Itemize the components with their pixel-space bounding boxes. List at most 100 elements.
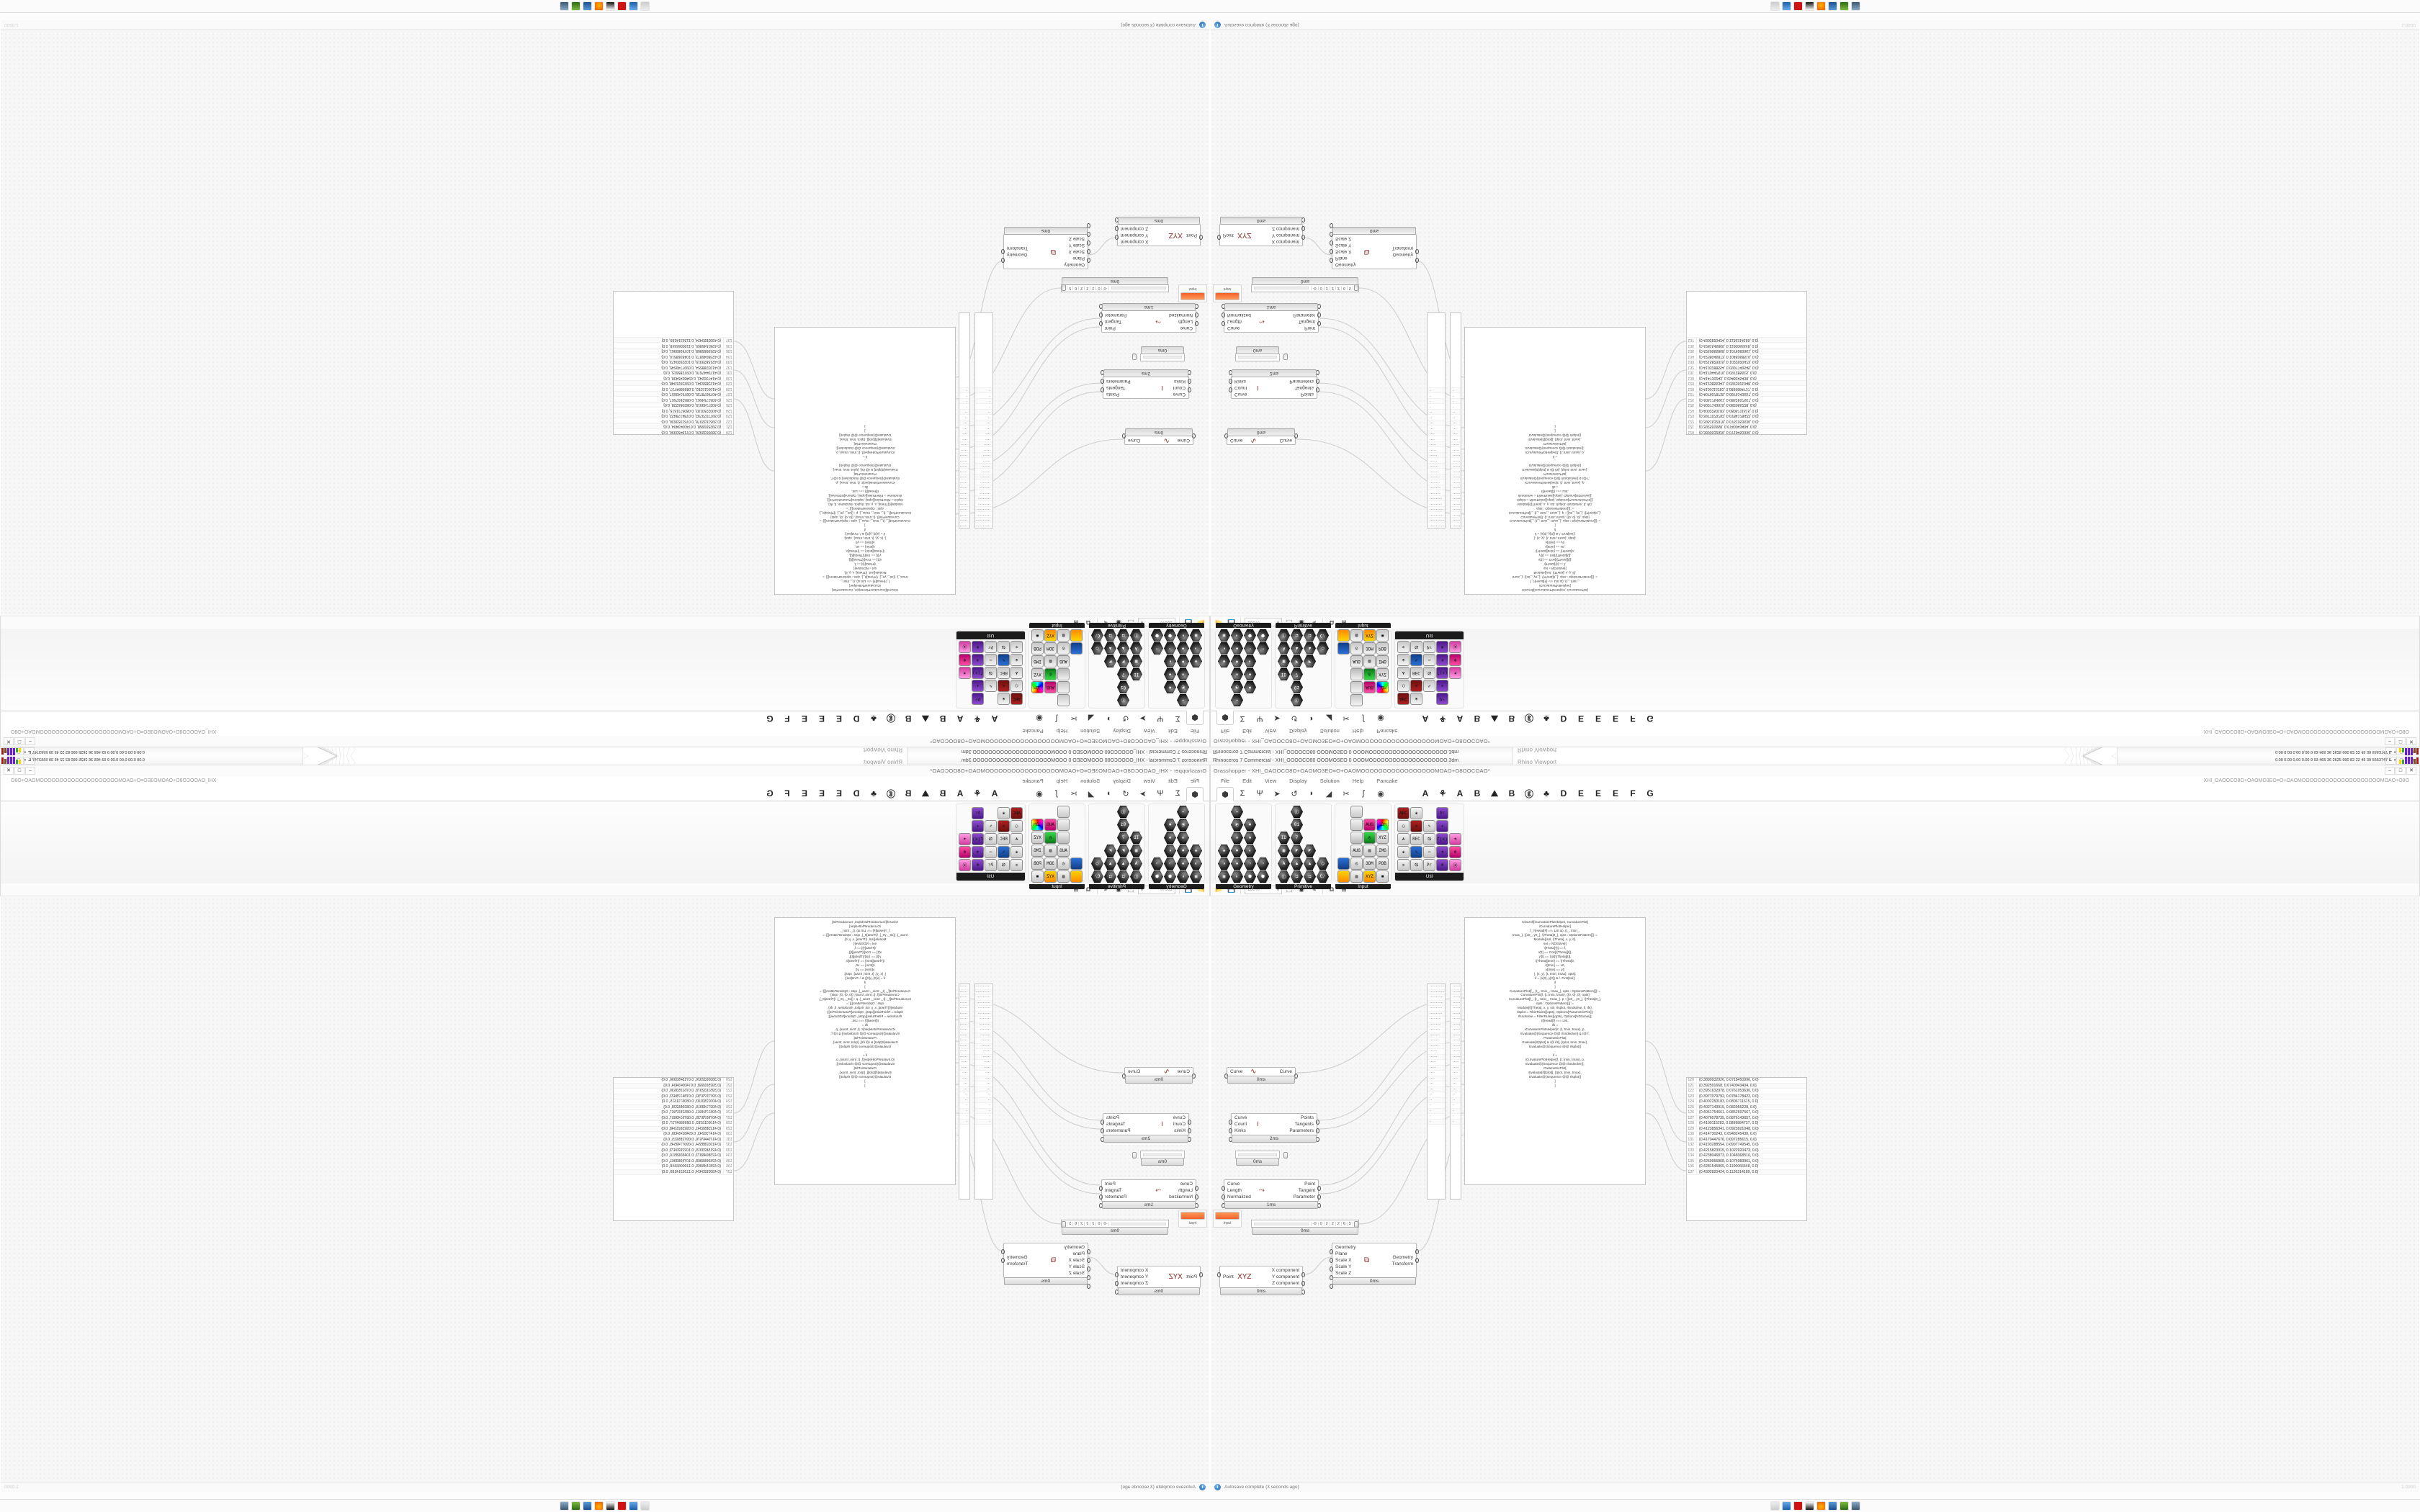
window-icon[interactable]: [1781, 1501, 1791, 1511]
gh-tab-addon-d[interactable]: D: [1560, 714, 1567, 724]
output-param[interactable]: Parameters: [1289, 1128, 1314, 1133]
grasshopper-canvas[interactable]: Curve Count Kinks ≀ Points Tangents Parameters…: [1, 30, 1209, 615]
gh-menu-help[interactable]: Help: [1352, 728, 1364, 734]
component-icon-geometry-2-0[interactable]: ✖: [1164, 681, 1176, 693]
component-icon-input-3-0[interactable]: 3DM: [1031, 819, 1044, 831]
output-param[interactable]: Tangents: [1294, 385, 1314, 390]
component-icon-util-2-1[interactable]: ⦰: [985, 833, 997, 845]
input-param[interactable]: Kinks: [1174, 1128, 1186, 1133]
component-icon-geometry-2-3[interactable]: ◔: [1164, 858, 1176, 870]
component-icon-input-1-1[interactable]: [1350, 681, 1363, 693]
component-icon-util-3-0[interactable]: Pr: [972, 807, 984, 819]
component-icon-geometry-1-1[interactable]: ◩: [1177, 819, 1189, 831]
port-in-0[interactable]: [1199, 235, 1203, 240]
component-icon-input-1-1[interactable]: [1057, 819, 1070, 831]
gh-tab-addon-e3[interactable]: E: [802, 788, 808, 798]
output-param[interactable]: Points: [1106, 1115, 1120, 1120]
output-param[interactable]: Points: [1300, 392, 1314, 397]
gh-tab-addon-kangaroo[interactable]: ⚘: [973, 788, 982, 798]
gh-tab-addon-c2[interactable]: ♣: [871, 714, 877, 724]
component-icon-primitive-2-0[interactable]: ◤: [1304, 845, 1316, 857]
output-param[interactable]: Y component: [1271, 1274, 1299, 1279]
output-param[interactable]: Point: [1304, 1182, 1315, 1187]
component-icon-primitive-1-4[interactable]: ▲: [1117, 642, 1129, 654]
port-in-4[interactable]: [1087, 1284, 1090, 1289]
port-out-1[interactable]: [1317, 1194, 1321, 1200]
component-icon-util-2-0[interactable]: ✎: [985, 820, 997, 832]
gh-tab-curve[interactable]: ↺: [1122, 789, 1129, 798]
component-icon-util-4-1[interactable]: ❄: [959, 654, 971, 666]
port-out-0[interactable]: [1101, 387, 1104, 392]
mathematica-code-panel[interactable]: ClearAll[iCurvaturePlotHelper, Curvature…: [774, 327, 956, 595]
component-curve-param[interactable]: Curve ∿ Curve 0ms: [1122, 1067, 1196, 1084]
input-param[interactable]: Point: [1223, 233, 1234, 238]
port-out-1[interactable]: [1317, 312, 1321, 318]
slider-track[interactable]: [1062, 284, 1166, 292]
component-scale-nu[interactable]: Geometry Plane Scale X Scale Y Scale Z ⧉ Geome…: [1330, 223, 1419, 269]
component-icon-geometry-2-0[interactable]: ✖: [1244, 819, 1256, 831]
component-icon-input-0-1[interactable]: [1337, 629, 1350, 642]
input-param[interactable]: Geometry: [1064, 1245, 1085, 1250]
monitor-icon[interactable]: [1850, 1501, 1860, 1511]
port-in-0[interactable]: [1188, 387, 1191, 392]
gh-tab-addon-a2[interactable]: A: [956, 788, 964, 798]
component-deconstruct-point[interactable]: Point XYZ X component Y component Z componen…: [1115, 217, 1203, 246]
component-timer[interactable]: 989ms: [1465, 327, 1645, 328]
input-param[interactable]: Scale X: [1335, 1258, 1352, 1263]
component-icon-primitive-2-2[interactable]: ◘: [1104, 629, 1116, 642]
gh-tab-params[interactable]: ⬢: [1216, 711, 1234, 725]
gh-maximize-button[interactable]: □: [14, 767, 24, 775]
gh-tab-sets[interactable]: Ψ: [1157, 714, 1164, 723]
gh-menu-edit[interactable]: Edit: [1168, 728, 1178, 734]
gh-tab-display[interactable]: ◉: [1377, 789, 1384, 798]
component-icon-util-2-2[interactable]: ⇨: [985, 654, 997, 666]
accent-tool-button-1[interactable]: [1215, 292, 1240, 300]
component-icon-input-3-1[interactable]: XYZ: [1031, 668, 1044, 680]
component-timer[interactable]: 2ms: [1103, 1135, 1188, 1143]
component-timer[interactable]: 0ms: [1227, 428, 1295, 436]
component-icon-input-2-3[interactable]: 3DM: [1363, 858, 1376, 870]
component-icon-geometry-1-0[interactable]: ✦: [1231, 694, 1243, 706]
port-out-0[interactable]: [1317, 1186, 1321, 1191]
component-timer[interactable]: 0ms: [1118, 217, 1200, 225]
component-icon-geometry-1-3[interactable]: ✖: [1177, 655, 1189, 667]
output-param[interactable]: Geometry: [1392, 1254, 1413, 1260]
grasshopper-menubar[interactable]: File Edit View Display Solution Help Pancake XH…: [1210, 726, 2420, 736]
component-icon-input-0-1[interactable]: [1337, 870, 1350, 883]
component-icon-geometry-2-3[interactable]: ◔: [1244, 642, 1256, 654]
component-icon-geometry-0-0[interactable]: ◈: [1218, 655, 1230, 667]
output-param[interactable]: Point: [1105, 1182, 1116, 1187]
component-icon-input-1-0[interactable]: [1350, 806, 1363, 818]
component-icon-primitive-1-5[interactable]: ◘: [1291, 629, 1303, 642]
component-timer[interactable]: 0ms: [1062, 1227, 1168, 1235]
gh-tab-vector[interactable]: ➤: [1273, 714, 1281, 723]
input-param[interactable]: Curve: [1173, 1115, 1186, 1120]
gh-menu-pancake[interactable]: Pancake: [1376, 778, 1398, 784]
input-param[interactable]: Plane: [1335, 256, 1348, 261]
gh-close-button[interactable]: ✕: [4, 737, 14, 745]
profiler-icon[interactable]: ⊞: [1341, 886, 1347, 893]
component-icon-input-0-0[interactable]: [1337, 642, 1350, 654]
value-track-panel-1[interactable]: ······ ······ ······ ······ ······ ······ ····…: [1450, 312, 1461, 528]
gh-tab-addon-a1[interactable]: A: [991, 714, 998, 724]
component-icon-util-2-0[interactable]: ✎: [1423, 820, 1435, 832]
port-out-1[interactable]: [1415, 249, 1419, 254]
gh-tab-addon-b2[interactable]: B: [905, 714, 912, 724]
component-icon-geometry-2-0[interactable]: ✖: [1164, 819, 1176, 831]
component-icon-input-3-4[interactable]: ■: [1031, 629, 1044, 642]
component-icon-geometry-3-0[interactable]: ◔: [1151, 858, 1163, 870]
gh-tab-addon-g[interactable]: G: [1646, 714, 1654, 724]
save64-icon[interactable]: [1827, 1501, 1837, 1511]
component-icon-primitive-1-5[interactable]: ◘: [1117, 629, 1129, 642]
gh-menu-display[interactable]: Display: [1113, 728, 1131, 734]
system-tray[interactable]: 0.00 0.00 0.00 0.00 9 93 465 36 2625 990…: [1, 748, 145, 755]
component-icon-primitive-1-0[interactable]: ⓵: [1117, 694, 1129, 706]
component-icon-util-3-1[interactable]: ✈: [1436, 820, 1448, 832]
component-divide-curve[interactable]: Curve Count Kinks ≀ Points Tangents Parameters…: [1229, 1113, 1319, 1143]
monitor-icon[interactable]: [1850, 1, 1860, 11]
gh-tab-addon-terrain[interactable]: ⛰: [921, 714, 930, 724]
component-icon-util-1-2[interactable]: REC: [1410, 667, 1422, 679]
terminal-icon[interactable]: [1839, 1501, 1849, 1511]
component-icon-geometry-2-0[interactable]: ✖: [1244, 681, 1256, 693]
component-icon-input-0-1[interactable]: [1070, 629, 1083, 642]
